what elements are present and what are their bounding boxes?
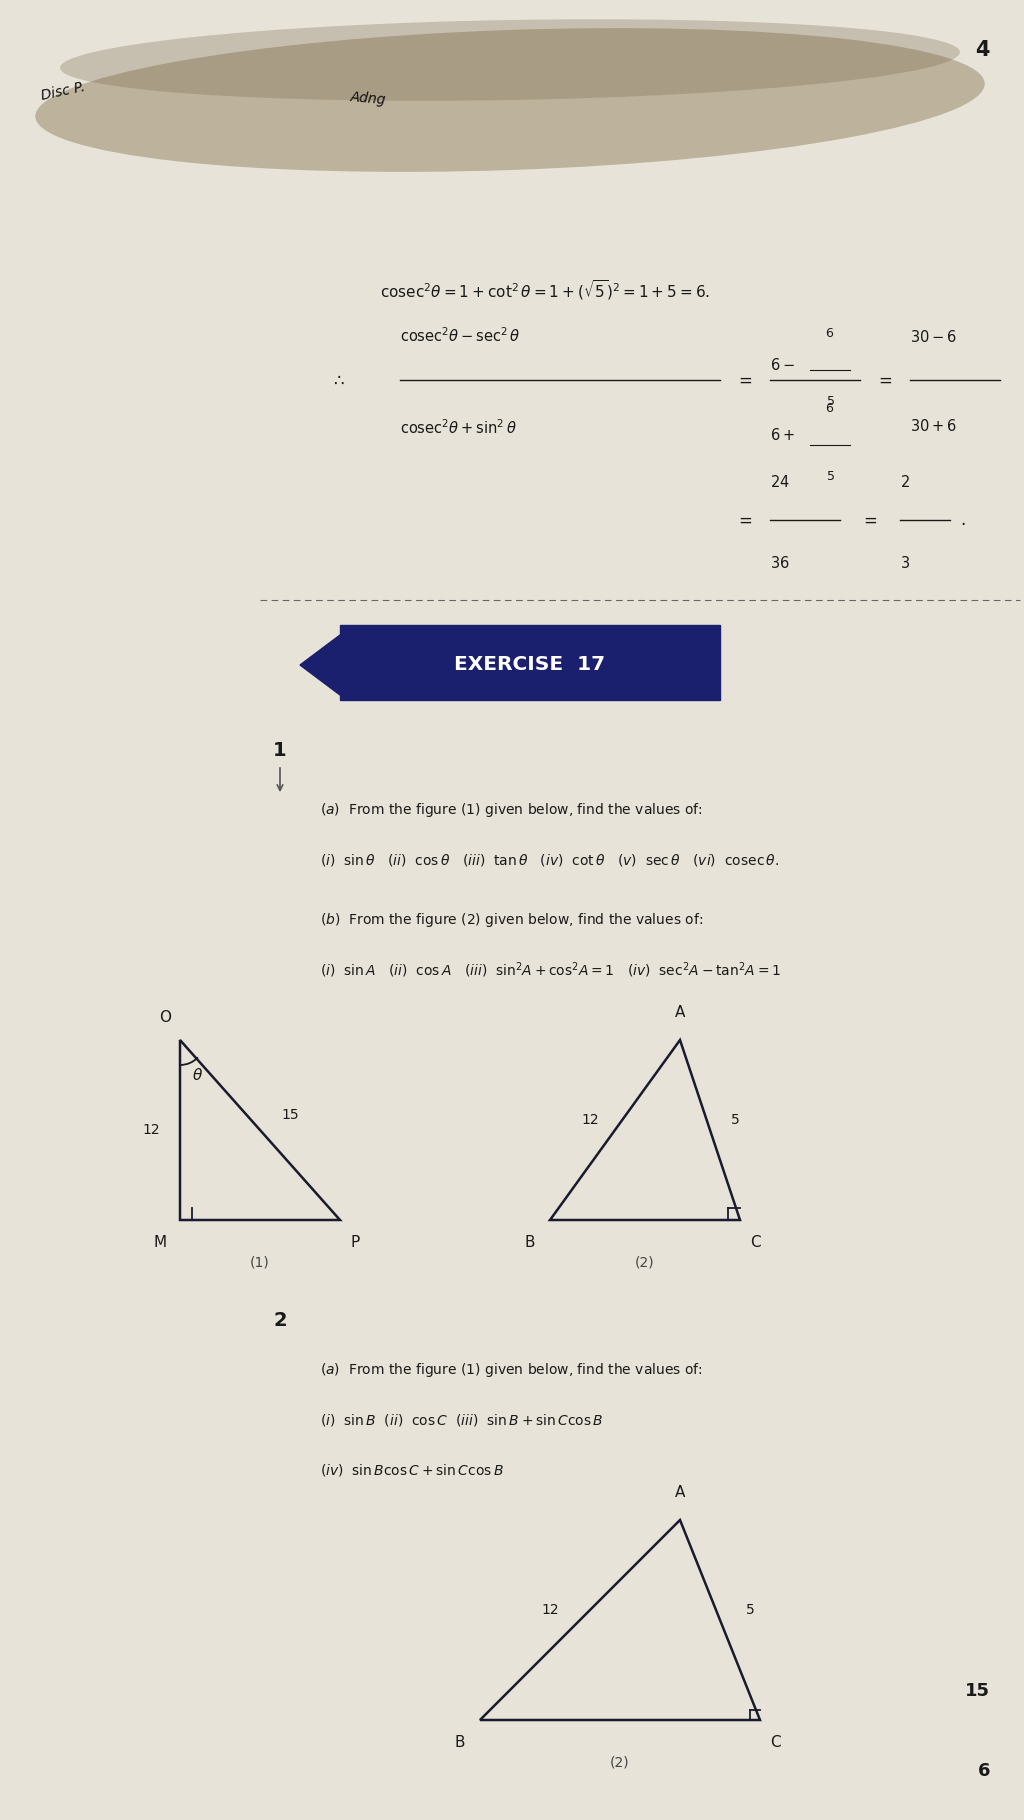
Text: 12: 12 xyxy=(542,1603,559,1616)
Text: $\therefore$: $\therefore$ xyxy=(330,371,345,389)
Text: B: B xyxy=(455,1734,465,1751)
Text: $(a)$  From the figure (1) given below, find the values of:: $(a)$ From the figure (1) given below, f… xyxy=(319,801,702,819)
Text: $=$: $=$ xyxy=(735,371,753,389)
Text: $.$: $.$ xyxy=(961,511,966,530)
Text: $\theta$: $\theta$ xyxy=(193,1067,204,1083)
Text: $5$: $5$ xyxy=(825,470,835,482)
Text: 1: 1 xyxy=(273,741,287,759)
Text: $=$: $=$ xyxy=(874,371,892,389)
Text: $\mathrm{cosec}^2\theta = 1 + \cot^2\theta = 1 + (\sqrt{5})^2 = 1 + 5 = 6.$: $\mathrm{cosec}^2\theta = 1 + \cot^2\the… xyxy=(380,278,710,302)
Text: A: A xyxy=(675,1485,685,1500)
Text: $=$: $=$ xyxy=(735,511,753,530)
Text: (2): (2) xyxy=(610,1754,630,1769)
Text: $2$: $2$ xyxy=(900,473,910,490)
Text: $30 - 6$: $30 - 6$ xyxy=(910,329,957,346)
Text: O: O xyxy=(159,1010,171,1025)
Text: $6 +$: $6 +$ xyxy=(770,428,795,442)
Text: EXERCISE  17: EXERCISE 17 xyxy=(455,655,605,675)
Text: (2): (2) xyxy=(635,1256,654,1269)
Text: $(i)$  $\sin\theta$   $(ii)$  $\cos\theta$   $(iii)$  $\tan\theta$   $(iv)$  $\c: $(i)$ $\sin\theta$ $(ii)$ $\cos\theta$ $… xyxy=(319,852,779,868)
Text: $6$: $6$ xyxy=(825,402,835,415)
Text: Adng: Adng xyxy=(350,89,387,107)
Text: 5: 5 xyxy=(745,1603,755,1616)
Text: $6$: $6$ xyxy=(825,328,835,340)
Text: A: A xyxy=(675,1005,685,1019)
Text: $24$: $24$ xyxy=(770,473,790,490)
Ellipse shape xyxy=(60,20,959,100)
Ellipse shape xyxy=(35,27,985,171)
Polygon shape xyxy=(300,635,340,695)
Text: $(a)$  From the figure (1) given below, find the values of:: $(a)$ From the figure (1) given below, f… xyxy=(319,1361,702,1380)
Text: (1): (1) xyxy=(250,1256,270,1269)
Text: 4: 4 xyxy=(976,40,990,60)
Text: $(i)$  $\sin A$   $(ii)$  $\cos A$   $(iii)$  $\sin^2\!A + \cos^2\!A = 1$   $(iv: $(i)$ $\sin A$ $(ii)$ $\cos A$ $(iii)$ $… xyxy=(319,961,781,979)
Text: Disc P.: Disc P. xyxy=(40,80,87,104)
Text: $(b)$  From the figure (2) given below, find the values of:: $(b)$ From the figure (2) given below, f… xyxy=(319,912,703,928)
Text: $6 -$: $6 -$ xyxy=(770,357,795,373)
Text: 12: 12 xyxy=(582,1114,599,1127)
Text: C: C xyxy=(770,1734,780,1751)
Text: 6: 6 xyxy=(978,1762,990,1780)
Text: $(i)$  $\sin B$  $(ii)$  $\cos C$  $(iii)$  $\sin B + \sin C \cos B$: $(i)$ $\sin B$ $(ii)$ $\cos C$ $(iii)$ $… xyxy=(319,1412,603,1429)
Text: $5$: $5$ xyxy=(825,395,835,408)
Text: $=$: $=$ xyxy=(860,511,878,530)
Text: 12: 12 xyxy=(142,1123,160,1138)
Text: 15: 15 xyxy=(282,1108,299,1121)
Text: 15: 15 xyxy=(965,1682,990,1700)
Text: $36$: $36$ xyxy=(770,555,790,571)
Text: $\mathrm{cosec}^2\theta - \sec^2\theta$: $\mathrm{cosec}^2\theta - \sec^2\theta$ xyxy=(400,326,520,346)
Text: 2: 2 xyxy=(273,1310,287,1329)
FancyBboxPatch shape xyxy=(340,624,720,701)
Text: B: B xyxy=(524,1236,536,1250)
Text: M: M xyxy=(154,1236,167,1250)
Text: $3$: $3$ xyxy=(900,555,910,571)
Text: $30 + 6$: $30 + 6$ xyxy=(910,419,957,433)
Text: 5: 5 xyxy=(731,1114,739,1127)
Text: $(iv)$  $\sin B \cos C + \sin C \cos B$: $(iv)$ $\sin B \cos C + \sin C \cos B$ xyxy=(319,1461,504,1478)
Text: $\mathrm{cosec}^2\theta + \sin^2\theta$: $\mathrm{cosec}^2\theta + \sin^2\theta$ xyxy=(400,419,517,437)
Text: C: C xyxy=(750,1236,760,1250)
Text: P: P xyxy=(350,1236,359,1250)
